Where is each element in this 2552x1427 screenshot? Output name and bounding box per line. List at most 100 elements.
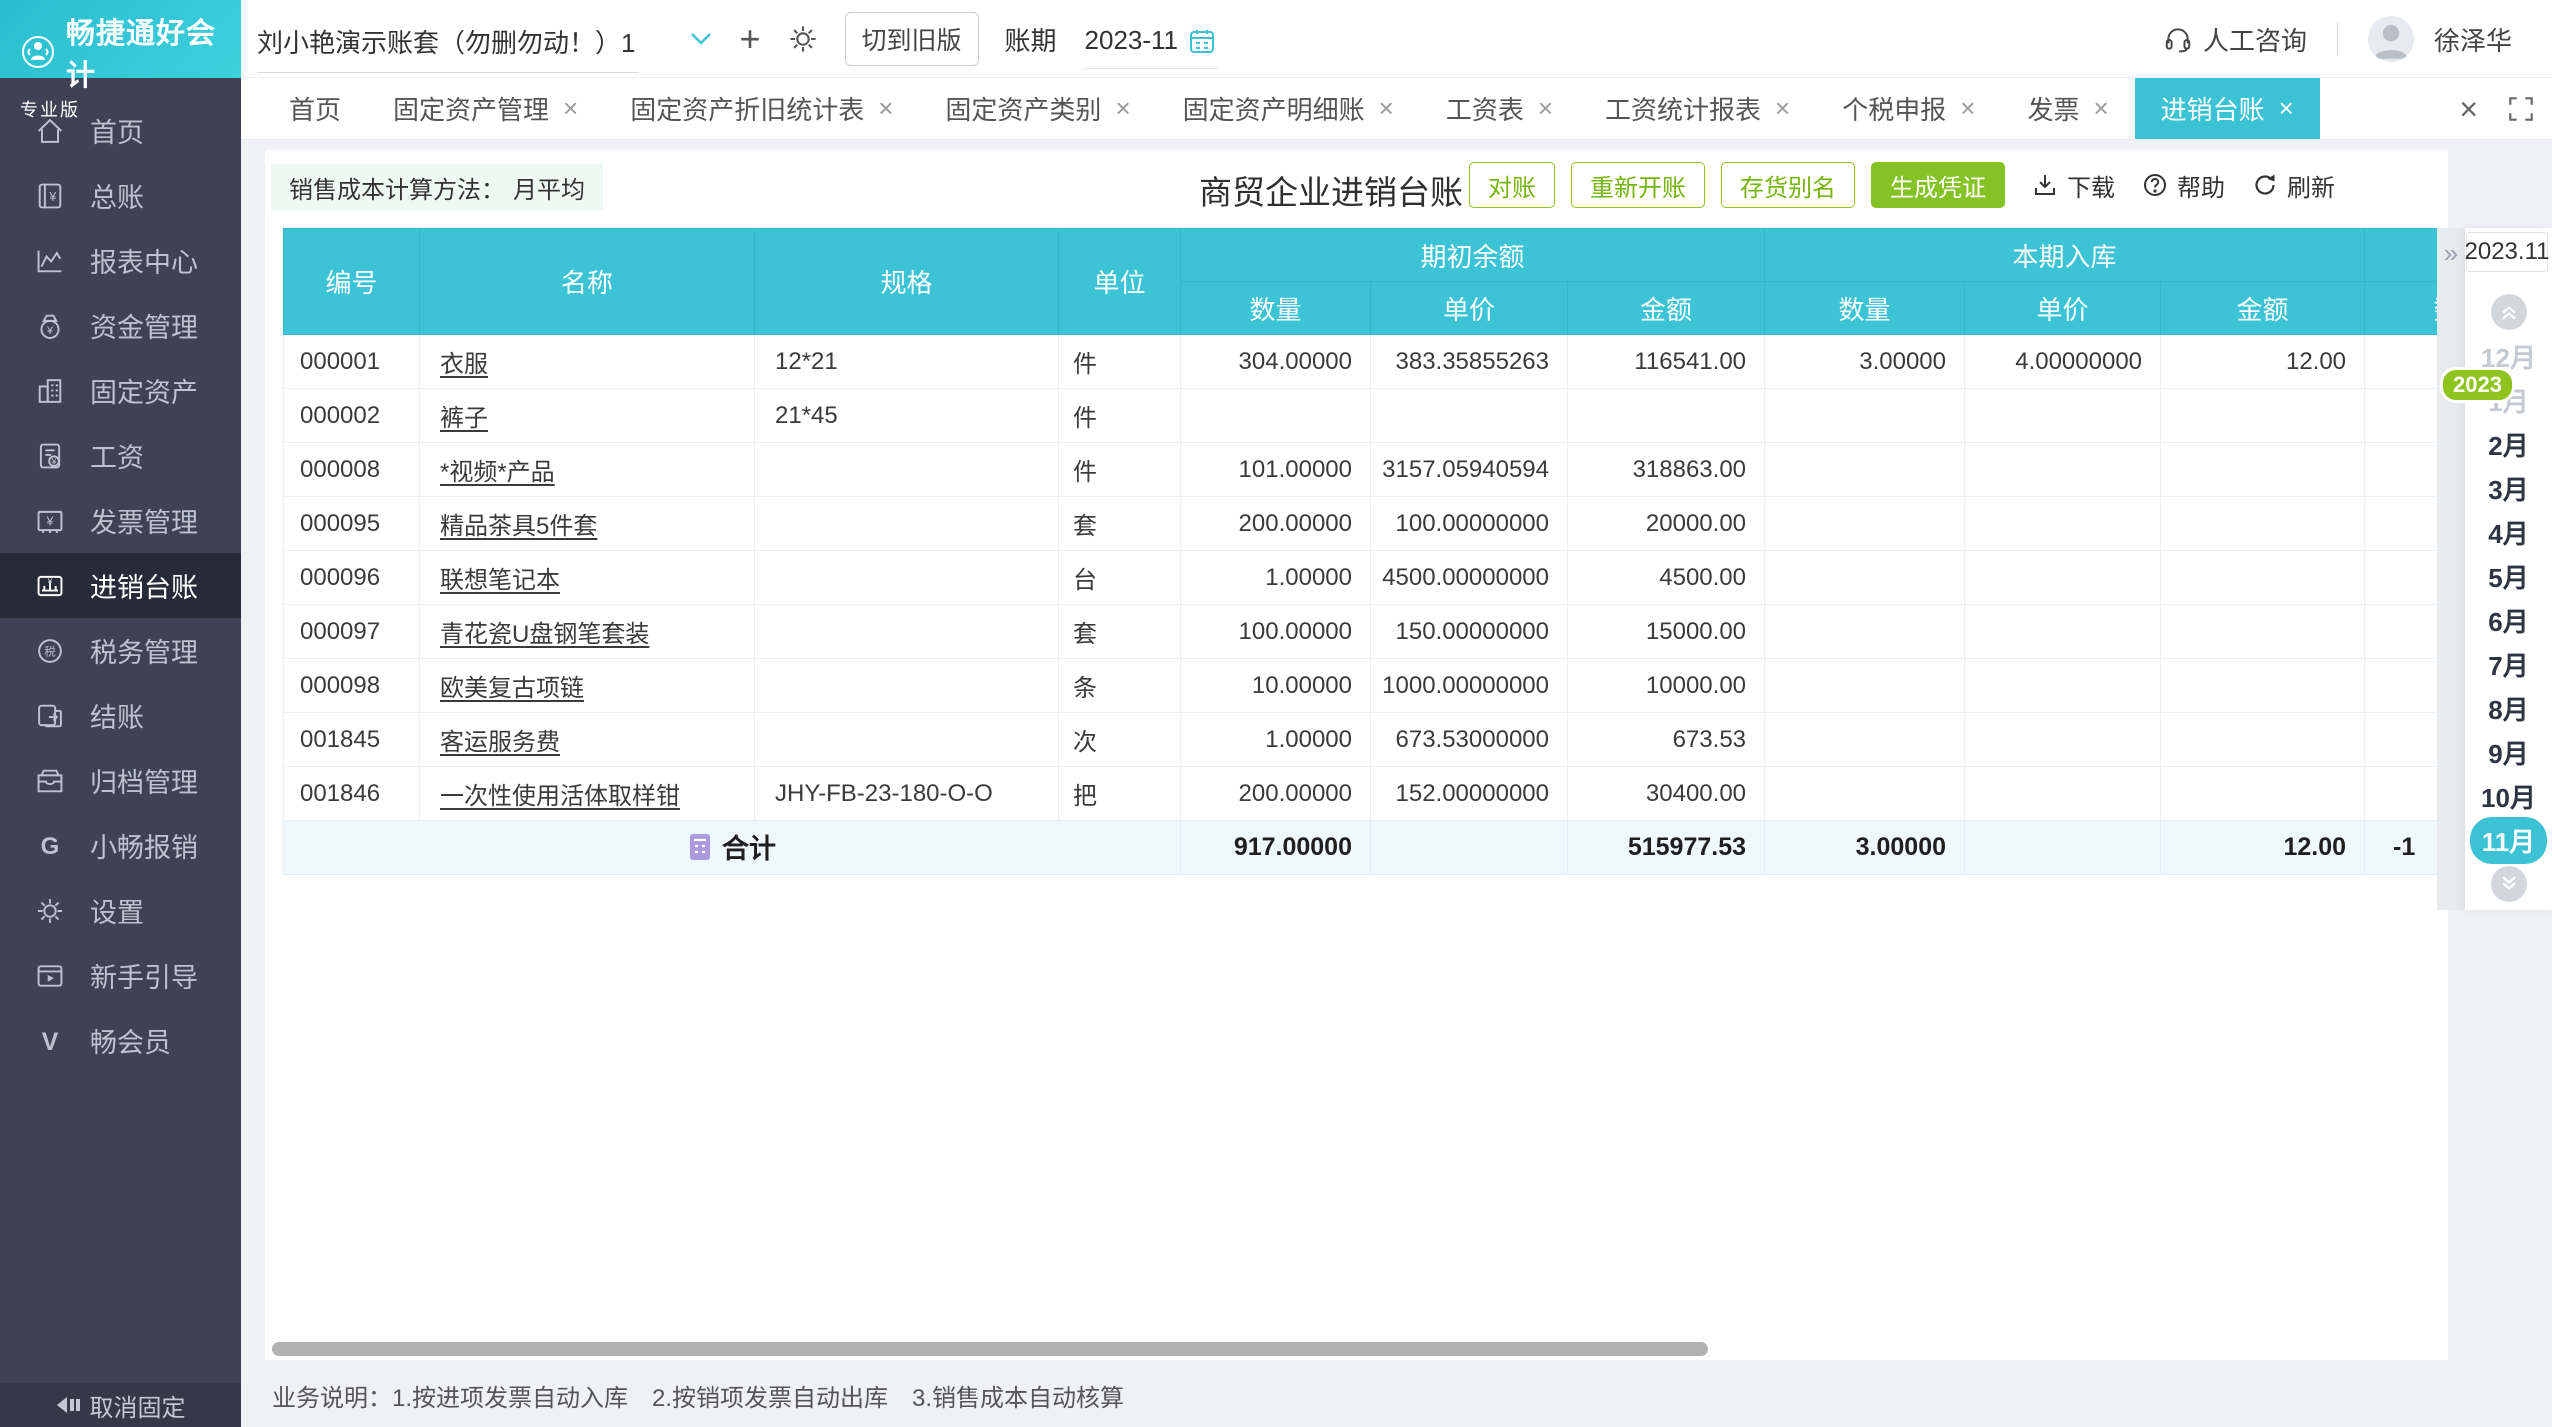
help-icon: [2141, 171, 2169, 199]
svg-text:G: G: [41, 833, 60, 860]
item-name-link[interactable]: 裤子: [440, 405, 488, 432]
human-support-button[interactable]: 人工咨询: [2163, 21, 2307, 58]
item-name-link[interactable]: 联想笔记本: [440, 567, 560, 594]
close-icon[interactable]: ×: [1537, 93, 1554, 123]
chevron-down-icon[interactable]: [689, 31, 713, 47]
month-item-3月[interactable]: 3月: [2465, 466, 2552, 510]
item-name-link[interactable]: 欧美复古项链: [440, 675, 584, 702]
refresh-button[interactable]: 刷新: [2251, 168, 2335, 203]
panel-collapse-strip[interactable]: »: [2437, 228, 2465, 910]
tab-固定资产明细账[interactable]: 固定资产明细账 ×: [1157, 78, 1420, 139]
cell: 000095: [283, 496, 420, 551]
tab-发票[interactable]: 发票 ×: [2001, 78, 2134, 139]
sidebar-item-closing[interactable]: 结账: [0, 683, 241, 748]
sidebar-item-purchase-sale[interactable]: ¥ 进销台账: [0, 553, 241, 618]
tab-个税申报[interactable]: 个税申报 ×: [1816, 78, 2001, 139]
cell: 套: [1058, 604, 1181, 659]
reopen-account-button[interactable]: 重新开账: [1571, 162, 1705, 208]
item-name-link[interactable]: 青花瓷U盘钢笔套装: [440, 621, 650, 648]
svg-text:¥: ¥: [46, 325, 54, 337]
month-item-11月[interactable]: 11月: [2465, 816, 2552, 864]
double-chevron-right-icon[interactable]: »: [2443, 238, 2459, 268]
sidebar-item-label: 资金管理: [90, 313, 198, 343]
sidebar-item-home[interactable]: 首页: [0, 98, 241, 163]
item-name-link[interactable]: 客运服务费: [440, 729, 560, 756]
close-icon[interactable]: ×: [1115, 93, 1131, 123]
general-ledger-icon: ¥: [34, 180, 66, 212]
cell: 裤子: [419, 388, 755, 443]
help-button[interactable]: 帮助: [2141, 168, 2225, 203]
close-icon[interactable]: ×: [2278, 93, 2294, 123]
sidebar-item-fixed-assets[interactable]: 固定资产: [0, 358, 241, 423]
month-item-2月[interactable]: 2月: [2465, 422, 2552, 466]
cell: [1764, 712, 1966, 767]
sidebar-item-salary[interactable]: ¥ 工资: [0, 423, 241, 488]
sidebar-item-invoice[interactable]: ¥ 发票管理: [0, 488, 241, 553]
sidebar-item-funds[interactable]: ¥ 资金管理: [0, 293, 241, 358]
generate-voucher-button[interactable]: 生成凭证: [1871, 162, 2005, 208]
tab-工资统计报表[interactable]: 工资统计报表 ×: [1579, 78, 1816, 139]
sidebar-item-report-center[interactable]: 报表中心: [0, 228, 241, 293]
month-item-10月[interactable]: 10月: [2465, 774, 2552, 818]
close-all-tabs-icon[interactable]: ×: [2459, 91, 2478, 127]
tab-label: 个税申报: [1842, 95, 1947, 125]
cell: [2160, 496, 2366, 551]
sidebar-item-guide[interactable]: 新手引导: [0, 943, 241, 1008]
download-button[interactable]: 下载: [2031, 168, 2115, 203]
sidebar-item-label: 税务管理: [90, 638, 198, 668]
cell: [2364, 496, 2437, 551]
tab-固定资产折旧统计表[interactable]: 固定资产折旧统计表 ×: [604, 78, 919, 139]
total-row: 合计 917.00000 515977.53 3.00000 12.00 -1: [283, 820, 2437, 875]
close-icon[interactable]: ×: [1775, 93, 1791, 123]
cell: [2364, 658, 2437, 713]
month-scroll-down-button[interactable]: [2490, 866, 2527, 902]
item-name-link[interactable]: 一次性使用活体取样钳: [440, 783, 680, 810]
sidebar-item-archive[interactable]: 归档管理: [0, 748, 241, 813]
item-name-link[interactable]: 精品茶具5件套: [440, 513, 598, 540]
cell: [2364, 388, 2437, 443]
month-item-5月[interactable]: 5月: [2465, 554, 2552, 598]
tab-进销台账[interactable]: 进销台账 ×: [2134, 78, 2320, 139]
member-icon: V: [34, 1025, 66, 1057]
gear-icon[interactable]: [787, 23, 819, 55]
tab-首页[interactable]: 首页: [263, 78, 367, 139]
reconcile-button[interactable]: 对账: [1469, 162, 1555, 208]
add-account-button[interactable]: +: [739, 18, 761, 59]
tab-工资表[interactable]: 工资表 ×: [1420, 78, 1579, 139]
refresh-icon: [2251, 171, 2279, 199]
avatar[interactable]: [2367, 16, 2414, 62]
cell: 客运服务费: [419, 712, 755, 767]
cell: 100.00000: [1180, 604, 1371, 659]
month-item-9月[interactable]: 9月: [2465, 730, 2552, 774]
sidebar-item-tax[interactable]: 税 税务管理: [0, 618, 241, 683]
inventory-alias-button[interactable]: 存货别名: [1721, 162, 1855, 208]
close-icon[interactable]: ×: [1960, 93, 1976, 123]
sidebar-item-member[interactable]: V 畅会员: [0, 1008, 241, 1073]
month-item-8月[interactable]: 8月: [2465, 686, 2552, 730]
cell: 欧美复古项链: [419, 658, 755, 713]
switch-old-version-button[interactable]: 切到旧版: [844, 12, 979, 66]
cost-method-value: 月平均: [513, 176, 585, 204]
sidebar-item-general-ledger[interactable]: ¥ 总账: [0, 163, 241, 228]
sidebar-item-reimburse[interactable]: G 小畅报销: [0, 813, 241, 878]
close-icon[interactable]: ×: [2093, 93, 2109, 123]
item-name-link[interactable]: *视频*产品: [440, 459, 555, 486]
cell: 衣服: [419, 334, 755, 389]
horizontal-scrollbar[interactable]: [272, 1342, 1708, 1356]
item-name-link[interactable]: 衣服: [440, 351, 488, 378]
tab-固定资产类别[interactable]: 固定资产类别 ×: [919, 78, 1156, 139]
cell: [2364, 442, 2437, 497]
fullscreen-icon[interactable]: [2506, 94, 2536, 124]
period-picker[interactable]: 2023-11: [1082, 9, 1219, 69]
month-item-4月[interactable]: 4月: [2465, 510, 2552, 554]
close-icon[interactable]: ×: [563, 93, 579, 123]
unpin-sidebar-button[interactable]: 取消固定: [0, 1383, 241, 1427]
sidebar-item-settings[interactable]: 设置: [0, 878, 241, 943]
tab-固定资产管理[interactable]: 固定资产管理 ×: [367, 78, 604, 139]
close-icon[interactable]: ×: [878, 93, 894, 123]
close-icon[interactable]: ×: [1378, 93, 1394, 123]
month-scroll-up-button[interactable]: [2490, 294, 2527, 330]
month-item-6月[interactable]: 6月: [2465, 598, 2552, 642]
account-selector[interactable]: 刘小艳演示账套（勿删勿动！）1: [257, 5, 640, 73]
month-item-7月[interactable]: 7月: [2465, 642, 2552, 686]
